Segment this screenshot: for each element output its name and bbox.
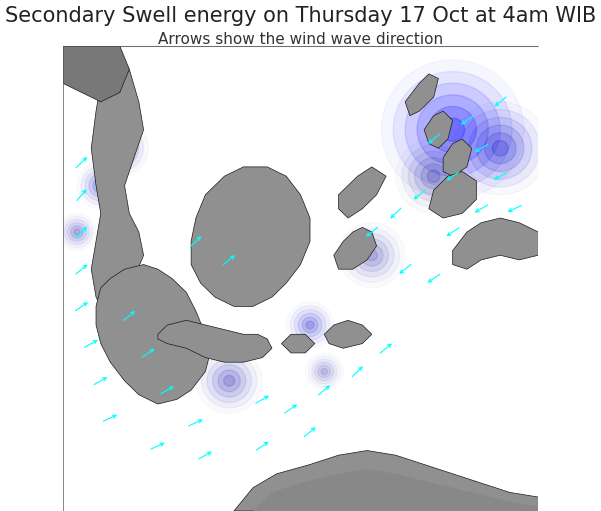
Polygon shape <box>96 265 210 404</box>
Circle shape <box>71 226 84 238</box>
Circle shape <box>67 223 87 241</box>
Circle shape <box>136 290 160 313</box>
Circle shape <box>64 220 90 244</box>
Circle shape <box>106 134 134 162</box>
Circle shape <box>429 106 477 153</box>
Circle shape <box>469 118 532 179</box>
Circle shape <box>441 118 465 142</box>
Text: Arrows show the wind wave direction: Arrows show the wind wave direction <box>158 32 443 47</box>
Circle shape <box>477 125 524 172</box>
Circle shape <box>177 343 186 353</box>
Text: Secondary Swell energy on Thursday 17 Oct at 4am WIB: Secondary Swell energy on Thursday 17 Oc… <box>5 6 596 26</box>
Circle shape <box>361 244 383 266</box>
Circle shape <box>366 250 377 261</box>
Circle shape <box>415 157 453 195</box>
Circle shape <box>224 376 235 386</box>
Circle shape <box>74 229 80 235</box>
Circle shape <box>89 174 112 197</box>
Circle shape <box>167 334 196 362</box>
Circle shape <box>318 365 331 378</box>
Polygon shape <box>325 320 372 349</box>
Circle shape <box>393 72 512 188</box>
Circle shape <box>207 359 251 403</box>
Polygon shape <box>453 218 538 269</box>
Polygon shape <box>338 167 386 218</box>
Circle shape <box>97 181 105 190</box>
Circle shape <box>421 164 447 189</box>
Circle shape <box>218 370 240 391</box>
Circle shape <box>350 234 394 277</box>
Polygon shape <box>281 334 315 353</box>
Circle shape <box>302 317 318 333</box>
Circle shape <box>427 170 440 182</box>
Polygon shape <box>91 46 144 316</box>
Polygon shape <box>443 139 472 176</box>
Circle shape <box>484 133 516 164</box>
Circle shape <box>111 139 129 157</box>
Circle shape <box>492 141 508 156</box>
Circle shape <box>405 83 500 176</box>
Polygon shape <box>63 46 129 102</box>
Circle shape <box>213 364 246 397</box>
Circle shape <box>85 170 117 201</box>
Polygon shape <box>234 451 538 511</box>
Polygon shape <box>424 111 453 148</box>
Circle shape <box>144 298 152 306</box>
Polygon shape <box>429 172 477 218</box>
Polygon shape <box>334 227 377 269</box>
Circle shape <box>298 313 322 337</box>
Polygon shape <box>158 320 272 362</box>
Circle shape <box>417 95 489 165</box>
Circle shape <box>101 130 139 167</box>
Circle shape <box>115 144 124 153</box>
Circle shape <box>408 151 459 201</box>
Circle shape <box>93 178 109 193</box>
Polygon shape <box>191 167 310 307</box>
Circle shape <box>460 109 540 187</box>
Circle shape <box>294 310 326 340</box>
Circle shape <box>141 294 156 310</box>
Circle shape <box>355 239 388 271</box>
Circle shape <box>163 330 201 367</box>
Circle shape <box>172 339 191 358</box>
Circle shape <box>315 362 334 381</box>
Circle shape <box>306 321 314 329</box>
Polygon shape <box>405 74 438 116</box>
Polygon shape <box>253 469 538 511</box>
Circle shape <box>321 368 328 375</box>
